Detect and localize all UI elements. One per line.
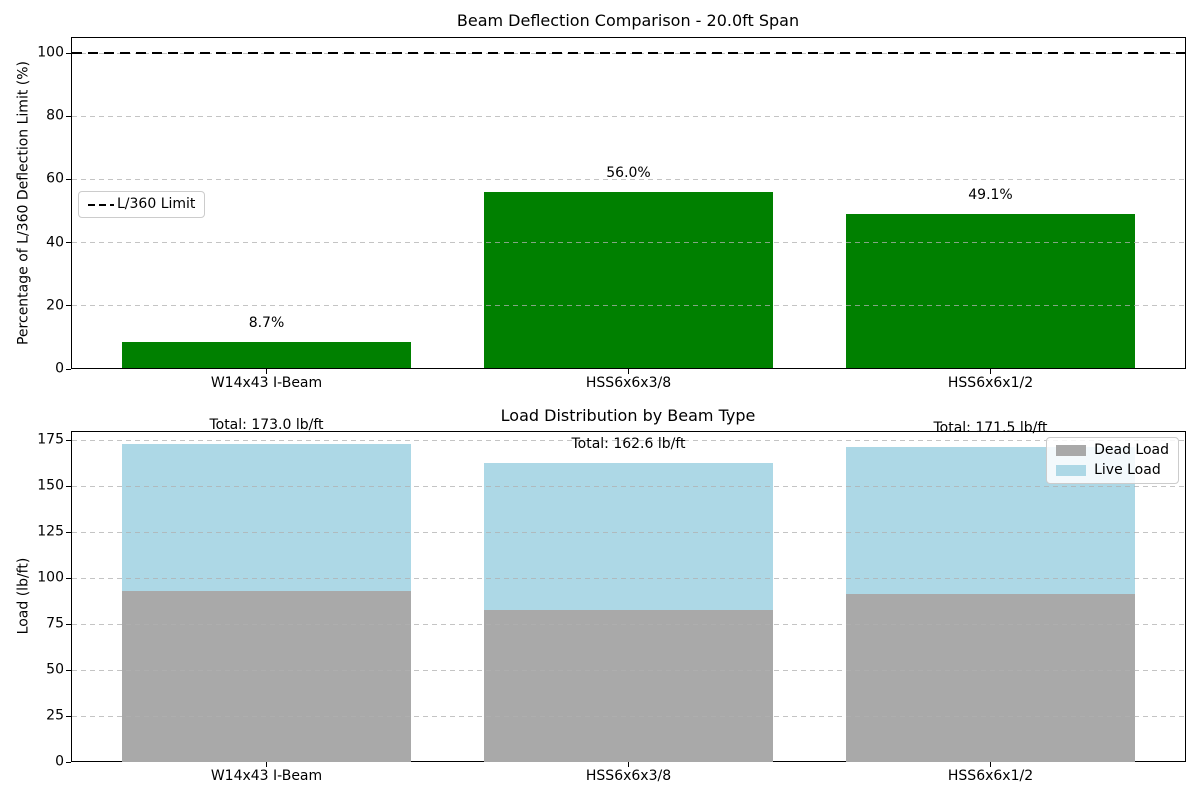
y-tick-mark [66,577,71,579]
y-tick-label: 60 [46,170,64,187]
legend-label-dead-load: Dead Load [1094,442,1169,458]
x-tick-label-w14x43-i-beam: W14x43 I-Beam [210,375,323,391]
y-tick-label: 100 [37,569,64,586]
y-tick-label: 40 [46,234,64,251]
y-tick-mark [66,305,71,307]
y-tick-mark [66,761,71,763]
gridline [72,305,1185,307]
y-tick-mark [66,242,71,244]
legend-label-l360-limit: L/360 Limit [117,196,196,212]
dead-load-swatch [1056,445,1087,456]
y-tick-label: 175 [37,431,64,448]
deflection-bar-hss6x6x1-2 [845,213,1136,368]
x-tick-label-hss6x6x1-2: HSS6x6x1/2 [947,768,1034,784]
x-tick-mark [265,369,267,374]
l360-limit-line [72,52,1185,55]
x-tick-mark [628,762,629,767]
gridline [72,531,1185,533]
y-tick-mark [66,669,71,671]
y-tick-label: 125 [37,523,64,540]
gridline [72,577,1185,579]
load-bar-dead-load-w14x43-i-beam [121,590,412,762]
y-tick-mark [66,531,71,533]
legend-label-live-load: Live Load [1094,462,1161,478]
y-tick-mark [66,439,71,441]
y-tick-label: 75 [46,615,64,632]
y-tick-label: 150 [37,477,64,494]
x-tick-mark [628,369,629,374]
y-tick-mark [66,715,71,717]
x-tick-mark [990,369,991,374]
y-tick-label: 80 [46,107,64,124]
legend-entry-live-load: Live Load [1056,462,1169,479]
gridline [72,669,1185,671]
load-bar-live-load-hss6x6x3-8 [483,462,774,611]
x-tick-mark [990,762,991,767]
y-tick-label: 0 [55,360,64,377]
y-tick-mark [66,52,71,54]
y-tick-label: 20 [46,297,64,314]
x-tick-label-hss6x6x3-8: HSS6x6x3/8 [585,768,672,784]
gridline [72,178,1185,180]
legend-entry-dead-load: Dead Load [1056,442,1169,459]
total-load-label: Total: 171.5 lb/ft [933,419,1048,436]
load-chart-title: Load Distribution by Beam Type [500,406,756,425]
y-tick-mark [66,623,71,625]
y-tick-mark [66,178,71,180]
y-tick-mark [66,115,71,117]
y-tick-mark [66,485,71,487]
x-tick-label-hss6x6x1-2: HSS6x6x1/2 [947,375,1034,391]
load-chart-legend: Dead Load Live Load [1046,437,1179,484]
y-tick-label: 50 [46,661,64,678]
y-tick-mark [66,368,71,370]
bar-value-label: 56.0% [606,165,651,182]
deflection-bar-hss6x6x3-8 [483,192,774,368]
total-load-label: Total: 173.0 lb/ft [209,416,324,433]
y-tick-label: 100 [37,44,64,61]
deflection-bar-w14x43-i-beam [121,341,412,368]
gridline [72,715,1185,717]
gridline [72,623,1185,625]
load-bar-dead-load-hss6x6x1-2 [845,593,1136,762]
gridline [72,439,1185,441]
load-bar-live-load-w14x43-i-beam [121,443,412,591]
gridline [72,242,1185,244]
x-tick-label-hss6x6x3-8: HSS6x6x3/8 [585,375,672,391]
deflection-chart-title: Beam Deflection Comparison - 20.0ft Span [456,11,800,30]
load-bar-dead-load-hss6x6x3-8 [483,610,774,762]
gridline [72,115,1185,117]
bar-value-label: 8.7% [248,314,285,331]
x-tick-label-w14x43-i-beam: W14x43 I-Beam [210,768,323,784]
x-tick-mark [265,762,267,767]
bar-value-label: 49.1% [968,186,1013,203]
dashed-line-swatch [88,203,114,206]
y-tick-label: 25 [46,707,64,724]
gridline [72,485,1185,487]
y-tick-label: 0 [55,753,64,770]
total-load-label: Total: 162.6 lb/ft [571,435,686,452]
live-load-swatch [1056,465,1087,476]
deflection-chart-legend: L/360 Limit [78,191,206,218]
